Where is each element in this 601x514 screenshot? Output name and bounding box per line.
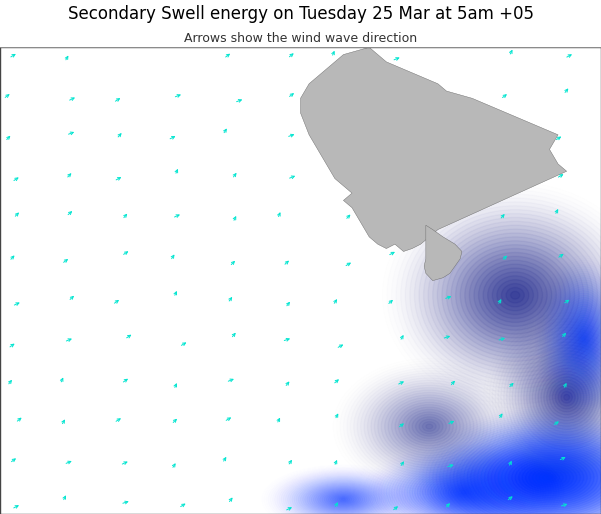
- Ellipse shape: [580, 333, 588, 345]
- Ellipse shape: [561, 392, 572, 403]
- Ellipse shape: [443, 482, 484, 502]
- Ellipse shape: [456, 488, 471, 496]
- Ellipse shape: [427, 474, 499, 510]
- Ellipse shape: [570, 315, 598, 363]
- Ellipse shape: [544, 374, 590, 420]
- Ellipse shape: [459, 489, 469, 494]
- Ellipse shape: [505, 454, 594, 501]
- Ellipse shape: [581, 335, 587, 343]
- Ellipse shape: [582, 337, 585, 341]
- Ellipse shape: [555, 386, 578, 409]
- Ellipse shape: [543, 474, 557, 481]
- Ellipse shape: [469, 256, 561, 334]
- Ellipse shape: [478, 264, 552, 326]
- Text: Arrows show the wind wave direction: Arrows show the wind wave direction: [184, 32, 417, 45]
- Ellipse shape: [423, 472, 505, 512]
- Ellipse shape: [339, 498, 348, 501]
- Ellipse shape: [451, 486, 477, 499]
- Ellipse shape: [474, 437, 601, 514]
- Ellipse shape: [430, 475, 497, 509]
- Ellipse shape: [495, 448, 601, 507]
- Ellipse shape: [484, 443, 601, 512]
- Ellipse shape: [501, 284, 529, 307]
- Ellipse shape: [538, 368, 595, 427]
- Ellipse shape: [445, 483, 481, 501]
- Ellipse shape: [508, 456, 591, 500]
- Ellipse shape: [552, 383, 581, 412]
- Ellipse shape: [491, 447, 601, 508]
- Ellipse shape: [532, 468, 567, 487]
- Ellipse shape: [571, 317, 597, 361]
- Ellipse shape: [420, 470, 507, 514]
- Ellipse shape: [558, 389, 575, 406]
- Ellipse shape: [481, 441, 601, 514]
- Ellipse shape: [487, 272, 543, 319]
- Ellipse shape: [511, 457, 587, 498]
- Ellipse shape: [498, 450, 601, 505]
- Ellipse shape: [564, 394, 570, 400]
- Ellipse shape: [460, 249, 570, 342]
- Ellipse shape: [341, 499, 346, 500]
- Ellipse shape: [435, 478, 492, 506]
- Ellipse shape: [501, 452, 597, 503]
- Ellipse shape: [461, 491, 466, 493]
- Ellipse shape: [441, 481, 487, 504]
- Ellipse shape: [456, 245, 575, 346]
- Ellipse shape: [506, 287, 524, 303]
- Ellipse shape: [467, 434, 601, 514]
- Ellipse shape: [483, 268, 547, 322]
- Polygon shape: [300, 47, 567, 251]
- Polygon shape: [424, 225, 462, 281]
- Ellipse shape: [460, 430, 601, 514]
- Ellipse shape: [433, 477, 495, 507]
- Ellipse shape: [519, 461, 581, 494]
- Ellipse shape: [547, 377, 587, 418]
- Ellipse shape: [477, 439, 601, 514]
- Ellipse shape: [515, 460, 584, 496]
- Ellipse shape: [474, 260, 557, 330]
- Ellipse shape: [539, 472, 560, 483]
- Ellipse shape: [438, 480, 489, 505]
- Ellipse shape: [448, 485, 479, 500]
- Ellipse shape: [549, 380, 584, 415]
- Ellipse shape: [579, 330, 589, 348]
- Text: Secondary Swell energy on Tuesday 25 Mar at 5am +05: Secondary Swell energy on Tuesday 25 Mar…: [67, 5, 534, 23]
- Ellipse shape: [541, 371, 593, 424]
- Ellipse shape: [525, 465, 573, 490]
- Ellipse shape: [522, 463, 577, 492]
- Ellipse shape: [425, 473, 502, 511]
- Ellipse shape: [463, 432, 601, 514]
- Ellipse shape: [465, 252, 566, 338]
- Ellipse shape: [529, 467, 570, 488]
- Ellipse shape: [576, 326, 591, 352]
- Ellipse shape: [492, 276, 538, 315]
- Ellipse shape: [578, 328, 590, 350]
- Ellipse shape: [575, 324, 593, 354]
- Ellipse shape: [535, 470, 563, 485]
- Ellipse shape: [546, 476, 553, 480]
- Ellipse shape: [573, 321, 594, 357]
- Ellipse shape: [471, 435, 601, 514]
- Ellipse shape: [572, 319, 596, 359]
- Ellipse shape: [426, 424, 433, 429]
- Ellipse shape: [487, 445, 601, 510]
- Ellipse shape: [497, 280, 534, 311]
- Ellipse shape: [569, 313, 599, 365]
- Ellipse shape: [511, 291, 520, 299]
- Ellipse shape: [453, 487, 474, 497]
